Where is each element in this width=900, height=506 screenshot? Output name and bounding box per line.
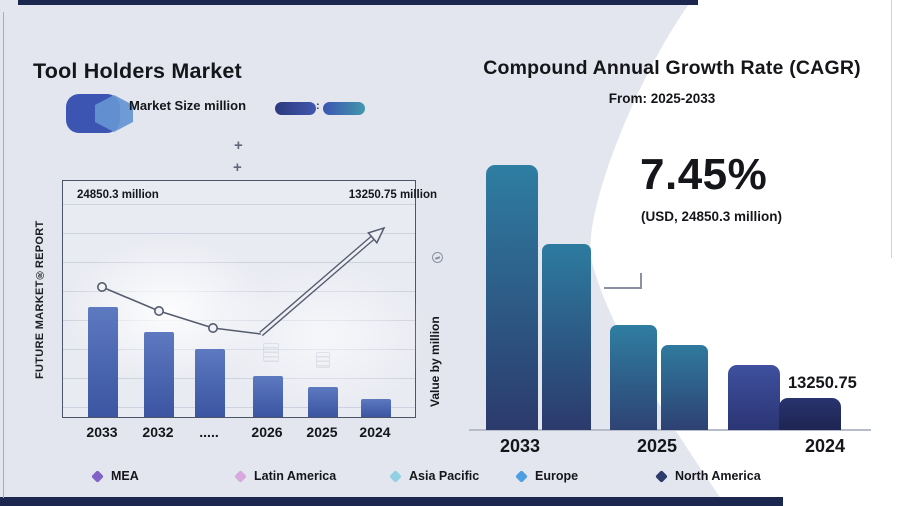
bar-2024 [361,399,391,417]
cagr-bar-2024-b [779,398,841,430]
cagr-usd-note: (USD, 24850.3 million) [641,209,783,224]
annotation-end-value: 13250.75 million [348,189,437,201]
watermark-doc-icon [316,352,330,368]
year-label-2025: 2025 [636,436,678,456]
legend-label: Europe [535,469,579,483]
trend-line-arrow [96,226,386,337]
cagr-percentage: 7.45% [640,150,768,199]
legend-diamond-icon [655,469,668,483]
cagr-bar-2025-b [661,345,708,430]
x-label-2024: 2024 [359,424,391,440]
legend-diamond-icon [91,469,104,483]
right-chart-baseline [469,429,871,431]
cagr-title: Compound Annual Growth Rate (CAGR) [483,57,861,79]
y-axis-title: Value by million [428,316,442,408]
legend-diamond-icon [234,469,247,483]
ratio-pill-right [323,102,365,115]
cagr-bar-2033-a [486,165,538,430]
legend-diamond-icon [389,469,402,483]
x-label-2025: 2025 [306,424,338,440]
top-border-strip [18,0,698,5]
legend-diamond-icon [515,469,528,483]
right-edge-line [891,0,892,258]
gridline [63,407,415,408]
legend-item-mea: MEA [91,469,139,483]
left-edge-line [3,12,4,498]
page-title: Tool Holders Market [33,59,242,83]
bar-2033 [88,307,118,417]
legend-item-europe: Europe [515,469,579,483]
legend-item-asia-pacific: Asia Pacific [389,469,480,483]
market-size-label: Market Size million [129,98,247,113]
brand-watermark-vertical: FUTURE MARKET®REPORT [34,220,46,380]
gridline [63,204,415,205]
legend-item-north-america: North America [655,469,761,483]
plus-decoration: + [233,159,242,176]
legend-item-latin-america: Latin America [234,469,337,483]
cloud-decoration [213,261,433,411]
bar-2032 [144,332,174,417]
bar-..... [195,349,225,417]
value-label-2024: 13250.75 [788,374,857,392]
cagr-bar-2024-a [728,365,780,430]
cagr-period: From: 2025-2033 [608,91,716,106]
cagr-bar-2025-a [610,325,657,430]
watermark-doc-icon [263,343,279,362]
legend-label: Latin America [254,469,337,483]
legend-label: North America [675,469,761,483]
plus-decoration: + [234,137,243,154]
market-size-chart: 24850.3 million 13250.75 million [62,180,437,418]
legend-label: MEA [111,469,139,483]
legend-label: Asia Pacific [409,469,480,483]
step-bracket-decoration [604,273,642,289]
x-label-2033: 2033 [86,424,118,440]
gridline [63,233,415,234]
ratio-pill-left [275,102,316,115]
cagr-bar-2033-b [542,244,591,430]
year-label-2033: 2033 [499,436,541,456]
circled-minus-icon [432,252,443,263]
annotation-start-value: 24850.3 million [77,189,159,201]
ratio-separator: : [316,100,320,112]
bottom-border-strip [0,497,783,506]
x-label-.....: ..... [199,424,219,440]
x-label-2032: 2032 [142,424,174,440]
bar-2025 [308,386,338,417]
x-label-2026: 2026 [251,424,283,440]
year-label-2024: 2024 [804,436,846,456]
bar-2026 [253,376,283,417]
